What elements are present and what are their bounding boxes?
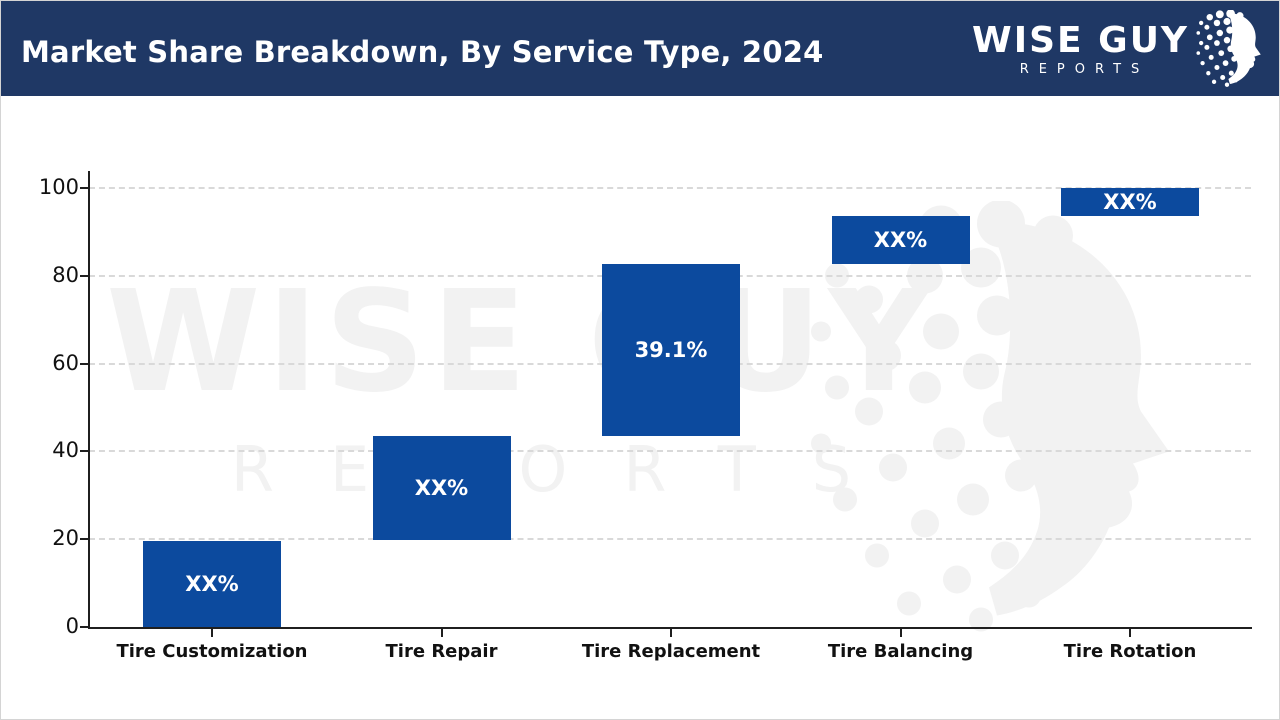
y-tick-label-20: 20 — [52, 526, 79, 551]
y-tick-0 — [80, 626, 89, 628]
y-tick-label-60: 60 — [52, 350, 79, 375]
page-title: Market Share Breakdown, By Service Type,… — [21, 34, 824, 69]
y-tick-label-0: 0 — [65, 614, 79, 638]
bar-tire-customization: XX% — [143, 541, 281, 627]
x-category-label-tire-repair: Tire Repair — [385, 641, 498, 662]
y-tick-60 — [80, 362, 89, 365]
bar-value-label-tire-balancing: XX% — [873, 228, 928, 253]
y-tick-label-40: 40 — [52, 438, 79, 463]
bar-value-label-tire-replacement: 39.1% — [634, 337, 708, 362]
gridline-20 — [89, 538, 1251, 541]
y-axis — [88, 171, 90, 629]
gridline-40 — [89, 450, 1251, 453]
brand-name: WISE GUY — [971, 20, 1189, 61]
x-category-label-tire-customization: Tire Customization — [116, 641, 308, 662]
x-category-label-tire-balancing: Tire Balancing — [827, 641, 974, 662]
x-tick-tire-balancing — [899, 629, 902, 637]
brand-logo: WISE GUY REPORTS — [972, 10, 1263, 89]
watermark-text-1: WISE GUY — [106, 261, 936, 424]
brand-subname: REPORTS — [1019, 62, 1150, 77]
brand-head-icon — [1191, 10, 1263, 89]
y-tick-40 — [80, 450, 89, 453]
y-tick-100 — [80, 187, 89, 189]
bar-tire-repair: XX% — [372, 436, 511, 541]
bar-value-label-tire-rotation: XX% — [1103, 190, 1157, 215]
x-tick-tire-repair — [440, 629, 443, 637]
x-tick-tire-rotation — [1129, 629, 1131, 637]
bar-tire-rotation: XX% — [1061, 188, 1199, 217]
watermark-head-icon — [781, 201, 1181, 646]
y-tick-label-100: 100 — [38, 175, 79, 199]
header-bar: Market Share Breakdown, By Service Type,… — [1, 1, 1279, 96]
bar-value-label-tire-repair: XX% — [414, 476, 469, 501]
bar-tire-balancing: XX% — [831, 216, 970, 264]
y-tick-label-80: 80 — [52, 262, 79, 287]
bar-tire-replacement: 39.1% — [602, 263, 740, 436]
x-axis — [88, 627, 1252, 629]
x-tick-tire-replacement — [670, 629, 672, 637]
x-category-label-tire-rotation: Tire Rotation — [1063, 641, 1197, 662]
y-tick-20 — [80, 538, 89, 541]
watermark-text-2: REPORTS — [230, 433, 908, 506]
x-category-label-tire-replacement: Tire Replacement — [581, 641, 761, 662]
bar-value-label-tire-customization: XX% — [185, 572, 239, 597]
gridline-100 — [89, 187, 1251, 189]
x-tick-tire-customization — [211, 629, 213, 637]
y-tick-80 — [80, 274, 89, 277]
